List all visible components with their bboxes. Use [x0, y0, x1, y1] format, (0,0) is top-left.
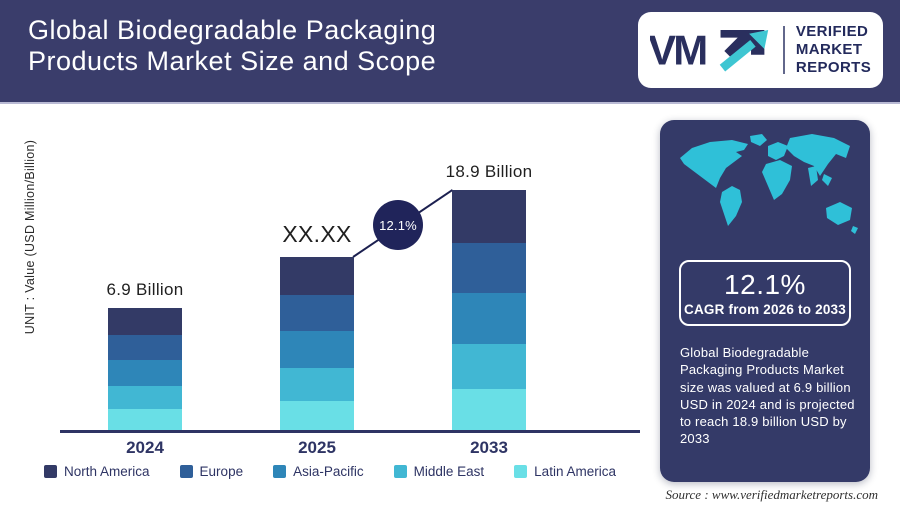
bar-segment-north-america — [452, 190, 526, 243]
bar-segment-europe — [452, 242, 526, 294]
bar-segment-middle-east — [280, 367, 354, 401]
x-axis-label-2025: 2025 — [298, 438, 336, 457]
cagr-box: 12.1% CAGR from 2026 to 2033 — [679, 260, 851, 326]
map-europe — [768, 142, 788, 160]
map-india — [808, 166, 818, 186]
world-map — [680, 134, 858, 234]
map-greenland — [750, 134, 767, 146]
bar-2033 — [452, 190, 526, 430]
legend-swatch-asia-pacific — [273, 465, 287, 478]
legend-label-middle-east: Middle East — [413, 464, 485, 479]
map-australia — [826, 202, 852, 225]
map-asia — [786, 134, 850, 176]
bar-segment-north-america — [280, 257, 354, 296]
bar-segment-europe — [280, 295, 354, 332]
northeast-arrowhead-icon — [748, 29, 769, 50]
map-africa — [762, 160, 792, 200]
legend-label-north-america: North America — [64, 464, 150, 479]
vmr-logo: VM — [650, 27, 769, 73]
vmr-mark-letters: VM — [650, 27, 706, 73]
bar-value-label-2025: XX.XX — [282, 221, 352, 247]
bar-segment-latin-america — [452, 389, 526, 430]
bar-segment-asia-pacific — [108, 360, 182, 387]
legend-label-europe: Europe — [199, 464, 244, 479]
growth-badge: 12.1% — [373, 200, 423, 250]
cagr-caption: CAGR from 2026 to 2033 — [684, 302, 846, 317]
brand-name: VERIFIED MARKET REPORTS — [795, 23, 872, 76]
bar-segment-asia-pacific — [452, 293, 526, 344]
map-new-zealand — [851, 226, 858, 234]
header: Global Biodegradable Packaging Products … — [0, 0, 900, 104]
legend-swatch-middle-east — [393, 465, 407, 478]
legend-label-latin-america: Latin America — [534, 464, 616, 479]
page-title: Global Biodegradable Packaging Products … — [28, 15, 437, 77]
bar-2025 — [280, 257, 354, 430]
sidebar-panel: 12.1% CAGR from 2026 to 2033 Global Biod… — [660, 120, 870, 482]
bar-segment-europe — [108, 334, 182, 361]
bar-2024 — [108, 308, 182, 430]
legend-item-europe: Europe — [179, 464, 244, 479]
legend-item-north-america: North America — [44, 464, 150, 479]
bar-segment-latin-america — [280, 400, 354, 430]
x-axis-label-2033: 2033 — [470, 438, 508, 457]
market-description: Global Biodegradable Packaging Products … — [680, 345, 855, 447]
map-north-america — [680, 140, 748, 188]
legend-swatch-north-america — [44, 465, 58, 478]
bar-value-label-2024: 6.9 Billion — [106, 280, 184, 299]
bar-segment-middle-east — [108, 386, 182, 410]
x-axis-label-2024: 2024 — [126, 438, 164, 457]
map-southeast-asia — [822, 174, 832, 186]
bar-segment-asia-pacific — [280, 331, 354, 368]
legend-swatch-latin-america — [514, 465, 528, 478]
northeast-arrow-icon — [719, 39, 756, 72]
chart-legend: North America Europe Asia-Pacific Middle Ea… — [40, 464, 620, 479]
logo-card: VM VERIFIED MARKET REPORTS — [638, 12, 883, 88]
bar-segment-latin-america — [108, 409, 182, 430]
legend-item-asia-pacific: Asia-Pacific — [273, 464, 364, 479]
bar-value-label-2033: 18.9 Billion — [445, 162, 533, 181]
map-south-america — [720, 186, 742, 226]
source-link[interactable]: Source : www.verifiedmarketreports.com — [665, 487, 878, 502]
cagr-value: 12.1% — [724, 269, 806, 300]
x-axis-line — [60, 430, 640, 433]
y-axis-label: UNIT : Value (USD Million/Billion) — [23, 139, 37, 335]
legend-swatch-europe — [179, 465, 193, 478]
bar-segment-north-america — [108, 308, 182, 335]
legend-item-middle-east: Middle East — [393, 464, 485, 479]
logo-divider — [782, 26, 785, 74]
legend-item-latin-america: Latin America — [514, 464, 616, 479]
bar-segment-middle-east — [452, 343, 526, 390]
legend-label-asia-pacific: Asia-Pacific — [293, 464, 364, 479]
